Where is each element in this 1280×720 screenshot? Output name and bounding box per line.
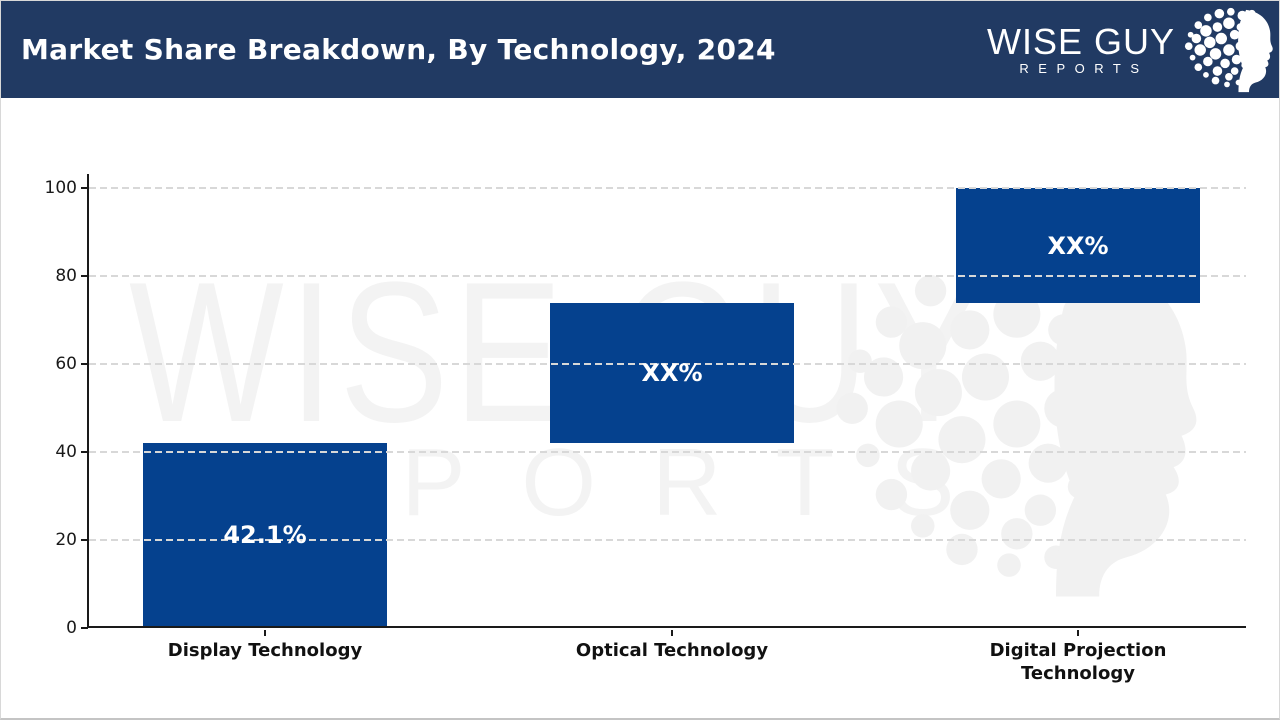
x-tick-label-digital-projection-technology: Digital Projection Technology: [989, 640, 1167, 684]
logo-brand-sub: REPORTS: [1019, 61, 1149, 77]
chart-title: Market Share Breakdown, By Technology, 2…: [21, 33, 776, 66]
bar-value-label: XX%: [1047, 231, 1109, 260]
x-tick-label-display-technology: Display Technology: [167, 640, 363, 661]
wiseguy-logo: WISE GUY REPORTS: [987, 6, 1275, 94]
y-tick-label: 80: [55, 266, 77, 286]
y-tick-label: 60: [55, 354, 77, 374]
logo-text: WISE GUY REPORTS: [986, 20, 1175, 77]
y-tick-label: 0: [66, 618, 77, 638]
y-tick-label: 20: [55, 530, 77, 550]
wiseguy-face-icon: [1184, 7, 1273, 92]
x-tick-label-optical-technology: Optical Technology: [575, 640, 769, 661]
header-bar: Market Share Breakdown, By Technology, 2…: [1, 1, 1279, 98]
y-tick-label: 100: [44, 178, 77, 198]
bar-value-label: 42.1%: [223, 521, 307, 550]
y-tick-label: 40: [55, 442, 77, 462]
bar-display-technology: [143, 442, 387, 628]
bar-optical-technology: [550, 303, 794, 443]
plot-axes: [87, 174, 1246, 628]
logo-brand-name: WISE GUY: [986, 20, 1175, 62]
bar-digital-projection-technology: [956, 188, 1200, 304]
